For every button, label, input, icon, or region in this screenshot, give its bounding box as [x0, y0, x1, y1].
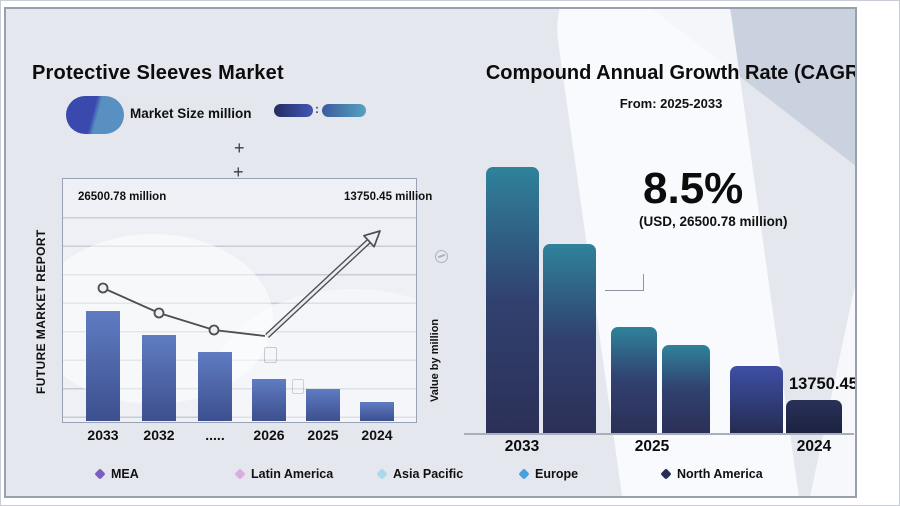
left-axis-label: 2032	[143, 427, 175, 443]
market-bar-2026	[252, 379, 286, 421]
market-bar-2024	[360, 402, 394, 421]
market-bar--	[198, 352, 232, 421]
cagr-bar-label: 13750.45	[789, 375, 857, 393]
clipboard-icon-2	[292, 379, 304, 394]
minus-circle-icon	[435, 250, 448, 263]
legend-label-north-america: North America	[677, 467, 763, 481]
market-bar-2032	[142, 335, 176, 421]
cagr-bar-2033-a	[486, 167, 539, 433]
y-axis-label: Value by million	[429, 318, 441, 403]
cagr-bar-2025-b	[662, 345, 710, 433]
watermark-left: FUTURE MARKET REPORT	[34, 229, 48, 395]
corner-line-decoration	[605, 274, 644, 291]
legend-label-latin-america: Latin America	[251, 467, 334, 481]
legend-label-europe: Europe	[535, 467, 579, 481]
legend-marker-asia-pacific-icon	[376, 468, 388, 480]
left-axis-label: 2025	[307, 427, 339, 443]
ratio-pill-left-icon	[274, 104, 313, 117]
market-bar-2025	[306, 389, 340, 421]
left-axis-label: 2033	[87, 427, 119, 443]
cagr-value: 8.5%	[643, 164, 744, 213]
legend-marker-mea-icon	[94, 468, 106, 480]
legend-label-asia-pacific: Asia Pacific	[393, 467, 464, 481]
clipboard-icon-1	[264, 347, 277, 363]
cagr-bar-2033-b	[543, 244, 596, 433]
page-title: Protective Sleeves Market	[32, 62, 284, 84]
left-axis-label: 2026	[253, 427, 285, 443]
cagr-title: Compound Annual Growth Rate (CAGR)	[485, 62, 857, 84]
cagr-bar-2024-a	[730, 366, 783, 433]
infographic-card: Protective Sleeves Market Market Size mi…	[4, 7, 857, 498]
end-annotation: 13750.45 million	[344, 191, 433, 203]
market-size-capsule-icon	[66, 96, 124, 134]
cagr-baseline	[464, 433, 854, 435]
market-size-label: Market Size million	[130, 106, 252, 121]
ratio-separator: :	[315, 102, 319, 116]
cagr-detail: (USD, 26500.78 million)	[639, 214, 788, 229]
right-axis-label: 2033	[504, 438, 540, 455]
cagr-bar-2024-b	[786, 400, 842, 433]
start-annotation: 26500.78 million	[78, 191, 167, 203]
left-axis-label: 2024	[361, 427, 393, 443]
legend-marker-latin-america-icon	[234, 468, 246, 480]
plus-mark-2: +	[233, 162, 244, 182]
plus-mark-1: +	[234, 138, 245, 158]
ratio-pill-right-icon	[322, 104, 366, 117]
market-bar-2033	[86, 311, 120, 421]
cagr-bar-2025-a	[611, 327, 657, 433]
legend-marker-europe-icon	[518, 468, 530, 480]
left-axis-label: .....	[205, 427, 225, 443]
right-axis-label: 2024	[796, 438, 832, 455]
legend-label-mea: MEA	[111, 467, 139, 481]
cagr-subtitle: From: 2025-2033	[619, 96, 723, 111]
right-axis-label: 2025	[634, 438, 670, 455]
